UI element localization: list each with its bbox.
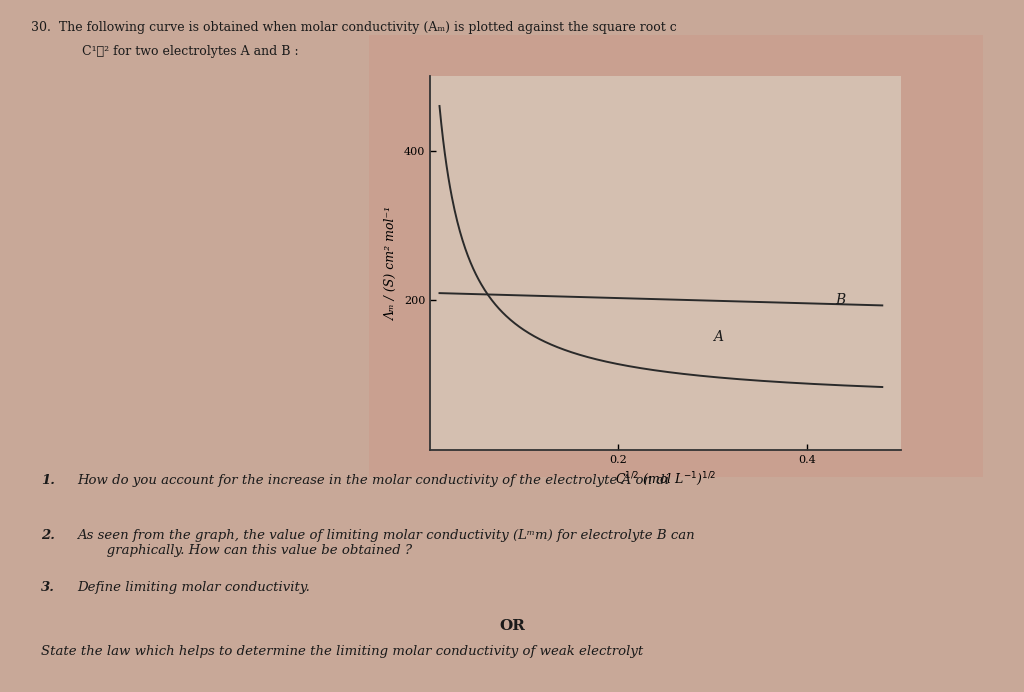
X-axis label: C$^{1/2}$ (mol L$^{-1}$)$^{1/2}$: C$^{1/2}$ (mol L$^{-1}$)$^{1/2}$ xyxy=(614,471,717,488)
Text: 2.: 2. xyxy=(41,529,55,543)
Y-axis label: Λₘ / (S) cm² mol⁻¹: Λₘ / (S) cm² mol⁻¹ xyxy=(385,206,398,320)
Text: How do you account for the increase in the molar conductivity of the electrolyte: How do you account for the increase in t… xyxy=(77,474,669,487)
Text: C¹ᐟ² for two electrolytes A and B :: C¹ᐟ² for two electrolytes A and B : xyxy=(82,45,299,58)
Text: OR: OR xyxy=(499,619,525,633)
Text: 3.: 3. xyxy=(41,581,55,594)
Text: As seen from the graph, the value of limiting molar conductivity (Lᵐm) for elect: As seen from the graph, the value of lim… xyxy=(77,529,694,557)
Text: A: A xyxy=(713,331,723,345)
Text: Define limiting molar conductivity.: Define limiting molar conductivity. xyxy=(77,581,309,594)
Text: 30.  The following curve is obtained when molar conductivity (Aₘ) is plotted aga: 30. The following curve is obtained when… xyxy=(31,21,677,34)
Text: 1.: 1. xyxy=(41,474,55,487)
Text: State the law which helps to determine the limiting molar conductivity of weak e: State the law which helps to determine t… xyxy=(41,645,643,658)
Text: B: B xyxy=(836,293,846,307)
